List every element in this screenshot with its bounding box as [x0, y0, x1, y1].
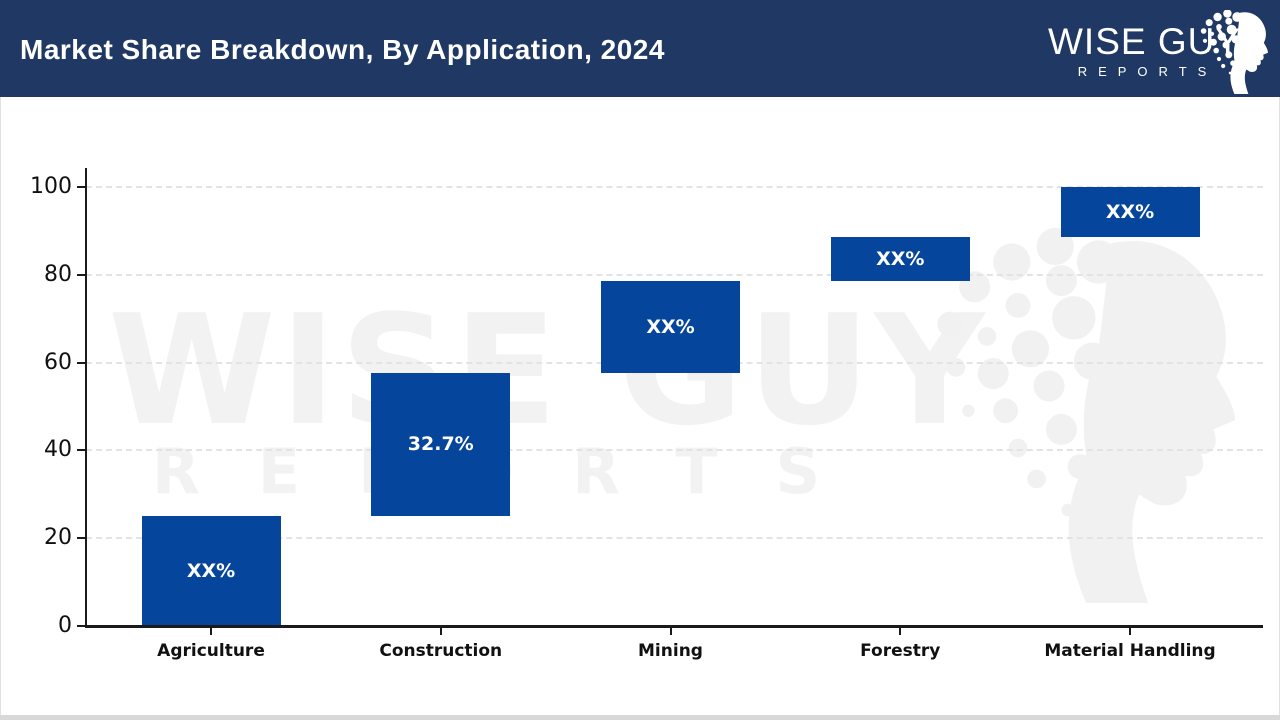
y-tick-label-100: 100 [30, 174, 72, 199]
y-axis-line [85, 168, 87, 627]
x-tick-mark-2 [439, 627, 442, 635]
logo-head-icon [1200, 10, 1268, 94]
x-axis-line [85, 625, 1263, 628]
y-tick-label-40: 40 [44, 437, 72, 463]
bar-value-label: 32.7% [407, 433, 474, 456]
left-border [0, 97, 1, 715]
bar-forestry: XX% [830, 237, 970, 281]
x-tick-mark-4 [899, 627, 902, 635]
logo-reports-text: REPORTS [1077, 64, 1218, 79]
y-tick-mark-40 [77, 449, 86, 452]
bar-construction: 32.7% [371, 372, 511, 517]
gridline-y-80 [86, 273, 1263, 276]
bar-material-handling: XX% [1060, 187, 1200, 238]
x-tick-mark-3 [669, 627, 672, 635]
y-tick-label-80: 80 [44, 261, 72, 287]
gridline-y-20 [86, 537, 1263, 540]
x-category-label: Mining [638, 641, 703, 661]
wise-guy-reports-logo: WISE GUY REPORTS [1020, 4, 1270, 94]
chart-title: Market Share Breakdown, By Application, … [20, 34, 665, 65]
x-category-label: Agriculture [157, 641, 265, 661]
logo-wise-guy-text: WISE GUY [1048, 21, 1242, 62]
gridline-y-40 [86, 449, 1263, 452]
bar-agriculture: XX% [141, 516, 281, 626]
x-category-label: Construction [379, 641, 503, 661]
header-bar: Market Share Breakdown, By Application, … [0, 0, 1280, 97]
gridline-y-100 [86, 186, 1263, 188]
y-tick-mark-80 [77, 273, 86, 276]
bar-value-label: XX% [876, 247, 925, 270]
y-tick-label-60: 60 [44, 349, 72, 375]
x-category-label: Forestry [860, 641, 941, 661]
bar-value-label: XX% [186, 560, 236, 583]
y-tick-label-0: 0 [58, 613, 72, 638]
x-category-label: Material Handling [1044, 641, 1216, 661]
bar-value-label: XX% [1105, 201, 1155, 224]
bar-value-label: XX% [646, 315, 695, 338]
y-tick-mark-60 [77, 361, 86, 364]
y-tick-label-20: 20 [44, 525, 72, 551]
logo-text: WISE GUY REPORTS [1048, 21, 1242, 80]
y-tick-mark-100 [77, 186, 86, 188]
bottom-border-strip [0, 715, 1280, 720]
x-tick-mark-5 [1129, 627, 1131, 635]
y-tick-mark-20 [77, 537, 86, 540]
x-tick-mark-1 [210, 627, 212, 635]
y-tick-mark-0 [77, 625, 86, 627]
bar-mining: XX% [601, 280, 740, 373]
